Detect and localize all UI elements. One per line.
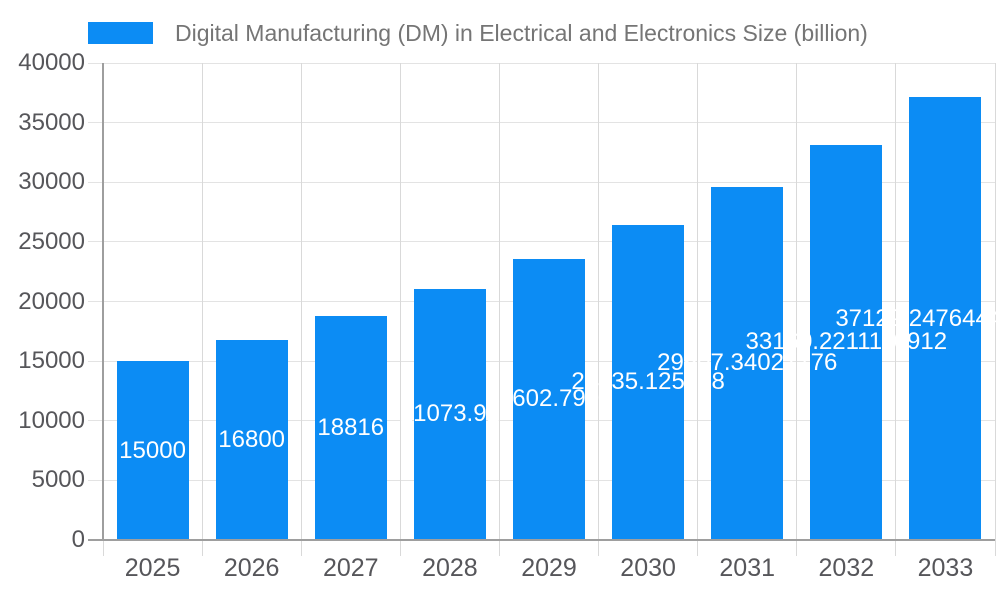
gridline-y-35000 [88,122,995,124]
bar-2025[interactable] [116,361,189,540]
bar-value-label-2032: 33160.2211110912 [745,328,948,356]
x-tick-2027: 2027 [322,554,379,582]
gridline-x-1 [201,63,203,556]
y-tick-40000: 40000 [18,49,85,76]
x-tick-2025: 2025 [124,554,181,582]
y-tick-25000: 25000 [18,227,85,255]
y-tick-20000: 20000 [18,287,85,315]
gridline-y-25000 [88,241,995,243]
bar-value-label-2025: 15000 [119,436,186,464]
bar-2026[interactable] [215,339,288,540]
x-tick-2032: 2032 [818,554,875,582]
legend-swatch [88,22,153,44]
bar-value-label-2026: 16800 [218,425,286,453]
bar-2030[interactable] [612,224,685,540]
gridline-x-9 [994,63,996,556]
gridline-y-30000 [88,181,995,183]
x-tick-2030: 2030 [620,554,676,582]
x-axis-line [88,539,995,541]
x-tick-2028: 2028 [422,554,478,582]
bar-2028[interactable] [413,288,486,540]
bar-value-label-2029: 23602.7904 [485,385,613,413]
gridline-x-5 [598,63,600,556]
bar-value-label-2028: 21073.92 [399,400,500,428]
y-tick-10000: 10000 [18,406,85,434]
bar-2029[interactable] [513,258,585,540]
gridline-x-6 [697,63,699,556]
legend-label: Digital Manufacturing (DM) in Electrical… [175,20,868,46]
bar-value-label-2033: 37129.24764442214 [835,304,1000,332]
gridline-x-7 [796,63,798,556]
y-tick-5000: 5000 [31,466,85,494]
y-tick-15000: 15000 [18,347,85,375]
x-tick-2033: 2033 [917,554,974,582]
y-tick-30000: 30000 [18,168,85,196]
bar-2033[interactable] [909,97,982,540]
bar-value-label-2027: 18816 [317,413,385,441]
gridline-x-8 [895,63,897,556]
x-tick-2026: 2026 [223,554,280,582]
gridline-x-2 [300,63,302,556]
bar-value-label-2031: 29607.34027776 [657,349,838,377]
y-tick-0: 0 [71,526,85,553]
y-tick-35000: 35000 [18,108,85,136]
gridline-x-4 [498,63,500,556]
plot-area: 0 5000 10000 15000 20000 25000 30000 35000 40000… [18,51,1000,582]
x-tick-2029: 2029 [521,554,577,582]
legend: Digital Manufacturing (DM) in Electrical… [88,20,868,46]
x-tick-2031: 2031 [719,554,776,582]
bar-2032[interactable] [810,144,883,540]
bar-2031[interactable] [711,186,784,540]
y-axis-line [102,63,104,541]
bar-value-label-2030: 26435.125248 [571,368,725,396]
bar-2027[interactable] [314,315,387,540]
gridline-y-40000 [88,62,995,64]
gridline-x-3 [399,63,401,556]
